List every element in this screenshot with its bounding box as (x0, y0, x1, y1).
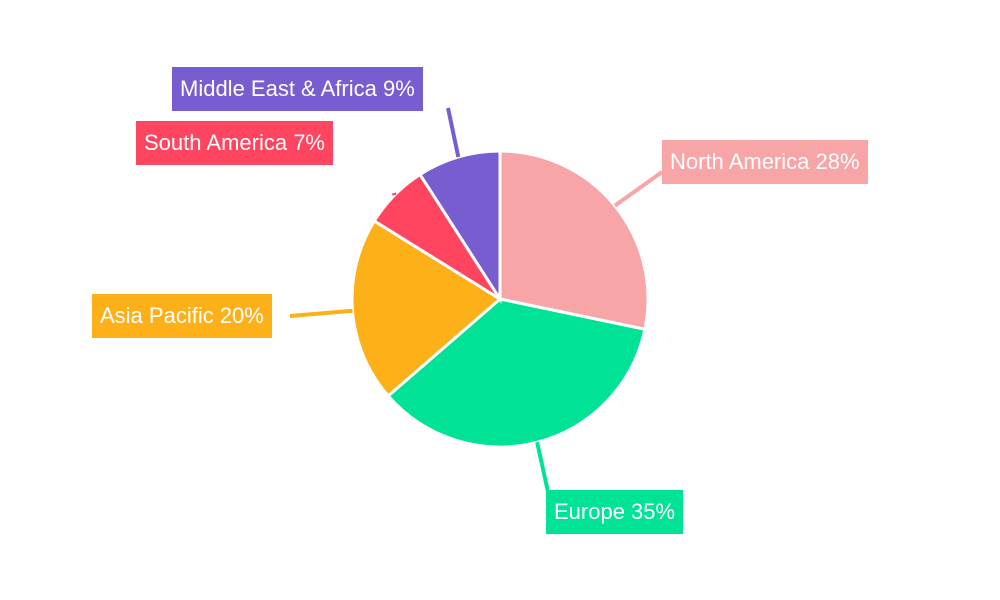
label-europe: Europe 35% (546, 490, 684, 534)
leader-line-asia-pacific (289, 308, 353, 318)
leader-lines (289, 107, 664, 493)
label-north-america: North America 28% (662, 140, 868, 184)
leader-line-north-america (613, 170, 664, 208)
pie-slice-middle-east-africa (417, 149, 502, 305)
label-south-america: South America 7% (136, 121, 333, 165)
pie-slice-asia-pacific (350, 218, 503, 399)
pie-slices (350, 149, 650, 449)
leader-line-south-america (392, 192, 397, 196)
label-asia-pacific: Asia Pacific 20% (92, 294, 272, 338)
label-middle-east-africa: Middle East & Africa 9% (172, 67, 423, 111)
leader-line-europe (535, 441, 550, 493)
pie-slice-europe (386, 297, 647, 449)
leader-line-middle-east-africa (446, 107, 461, 158)
